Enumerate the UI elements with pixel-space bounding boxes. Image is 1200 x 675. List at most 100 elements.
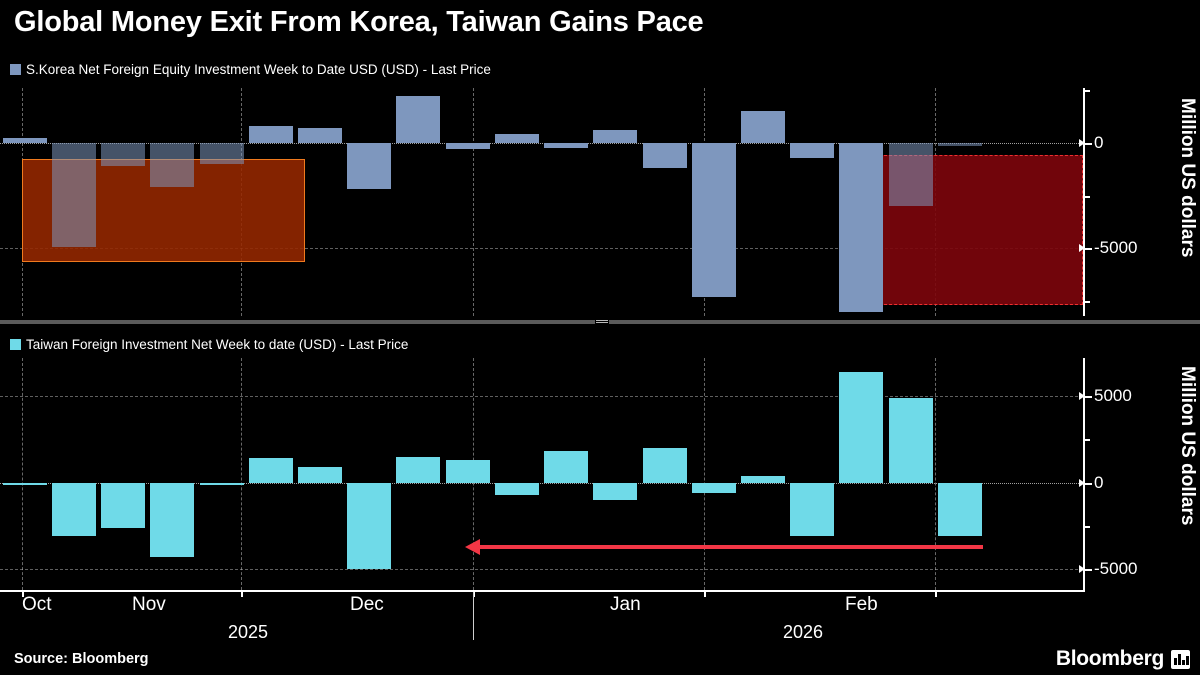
bar <box>396 96 441 143</box>
panel-divider-grip[interactable] <box>595 318 609 325</box>
y-axis-tick <box>1083 142 1092 145</box>
source-label: Source: Bloomberg <box>14 651 149 667</box>
y-axis-minor-tick <box>1083 439 1090 442</box>
bar <box>150 142 195 188</box>
x-axis-tick <box>22 590 24 597</box>
bar <box>199 482 244 485</box>
y-axis-tick-marker-icon <box>1079 565 1085 574</box>
bar <box>150 482 195 558</box>
bar <box>839 142 884 312</box>
bar <box>2 482 47 486</box>
taiwan-trend-arrow-head-icon <box>465 539 480 555</box>
bar <box>248 126 293 143</box>
bar <box>642 448 687 483</box>
zero-line <box>0 142 1083 144</box>
y-axis-tick <box>1083 482 1092 485</box>
bar <box>593 130 638 143</box>
y-axis-korea <box>1083 88 1085 316</box>
bar <box>937 142 982 147</box>
y-axis-tick-label: 5000 <box>1094 386 1132 406</box>
y-axis-minor-tick <box>1083 90 1090 93</box>
bar <box>297 128 342 143</box>
legend-label-korea: S.Korea Net Foreign Equity Investment We… <box>26 62 491 77</box>
x-axis-month-label: Dec <box>350 594 384 615</box>
y-axis-tick-label: 0 <box>1094 132 1104 152</box>
panel-korea: Million US dollars 0 -5000 <box>0 88 1200 316</box>
grid-line-vertical <box>704 358 705 590</box>
y-axis-minor-tick <box>1083 301 1090 304</box>
y-axis-title-korea: Million US dollars <box>1177 98 1198 258</box>
y-axis-title-taiwan: Million US dollars <box>1177 366 1198 526</box>
y-axis-tick-marker-icon <box>1079 244 1085 253</box>
x-axis-month-label: Oct <box>22 594 52 615</box>
bar <box>101 142 146 167</box>
x-axis-month-label: Nov <box>132 594 166 615</box>
bar <box>691 482 736 494</box>
bar <box>888 142 933 207</box>
x-axis-tick <box>935 590 937 597</box>
grid-line-vertical <box>22 358 23 590</box>
bar <box>347 142 392 190</box>
bar <box>51 142 96 248</box>
y-axis-tick-label: 0 <box>1094 472 1104 492</box>
bar <box>839 371 884 483</box>
taiwan-trend-arrow-line <box>478 545 983 549</box>
bloomberg-wordmark: Bloomberg <box>1055 647 1164 670</box>
legend-korea: S.Korea Net Foreign Equity Investment We… <box>10 62 491 77</box>
bar <box>494 134 539 143</box>
x-axis-month-label: Feb <box>845 594 878 615</box>
bar <box>494 482 539 495</box>
y-axis-tick-marker-icon <box>1079 138 1085 147</box>
x-axis-tick <box>473 590 475 597</box>
grid-line-horizontal <box>0 248 1083 250</box>
bar <box>199 142 244 164</box>
page-title: Global Money Exit From Korea, Taiwan Gai… <box>14 6 704 38</box>
bar <box>790 482 835 537</box>
legend-swatch-korea-icon <box>10 64 21 75</box>
x-axis-year-label: 2025 <box>228 622 269 642</box>
grid-line-horizontal <box>0 396 1083 398</box>
bar <box>544 142 589 149</box>
legend-taiwan: Taiwan Foreign Investment Net Week to da… <box>10 337 408 352</box>
y-axis-tick-marker-icon <box>1079 478 1085 487</box>
bar <box>248 458 293 483</box>
bar <box>741 111 786 143</box>
x-axis-tick <box>241 590 243 597</box>
bar <box>51 482 96 537</box>
year-separator <box>473 592 474 640</box>
bar <box>544 451 589 483</box>
grid-line-vertical <box>935 358 936 590</box>
y-axis-taiwan <box>1083 358 1085 590</box>
bar <box>445 460 490 483</box>
y-axis-tick-label: -5000 <box>1094 238 1138 258</box>
bar <box>741 475 786 483</box>
y-axis-tick <box>1083 569 1092 572</box>
y-axis-tick-marker-icon <box>1079 392 1085 401</box>
plot-area-taiwan <box>0 358 1083 590</box>
bar <box>347 482 392 570</box>
legend-label-taiwan: Taiwan Foreign Investment Net Week to da… <box>26 337 409 352</box>
y-axis-minor-tick <box>1083 525 1090 528</box>
bar <box>2 137 47 143</box>
footer-divider <box>0 641 1200 642</box>
plot-area-korea <box>0 88 1083 316</box>
grid-line-horizontal <box>0 569 1083 571</box>
bar <box>691 142 736 297</box>
legend-swatch-taiwan-icon <box>10 339 21 350</box>
zero-line <box>0 482 1083 484</box>
bar <box>445 142 490 150</box>
y-axis-tick <box>1083 396 1092 399</box>
bar <box>937 482 982 537</box>
panel-taiwan: Million US dollars 5000 0 -5000 <box>0 358 1200 590</box>
bar <box>642 142 687 169</box>
x-axis-year-label: 2026 <box>783 622 824 642</box>
grid-line-vertical <box>473 88 474 316</box>
y-axis-tick <box>1083 248 1092 251</box>
bar <box>593 482 638 500</box>
y-axis-tick-label: -5000 <box>1094 559 1138 579</box>
bloomberg-terminal-icon <box>1171 650 1190 669</box>
x-axis-tick <box>704 590 706 597</box>
y-axis-minor-tick <box>1083 195 1090 198</box>
bar <box>101 482 146 528</box>
